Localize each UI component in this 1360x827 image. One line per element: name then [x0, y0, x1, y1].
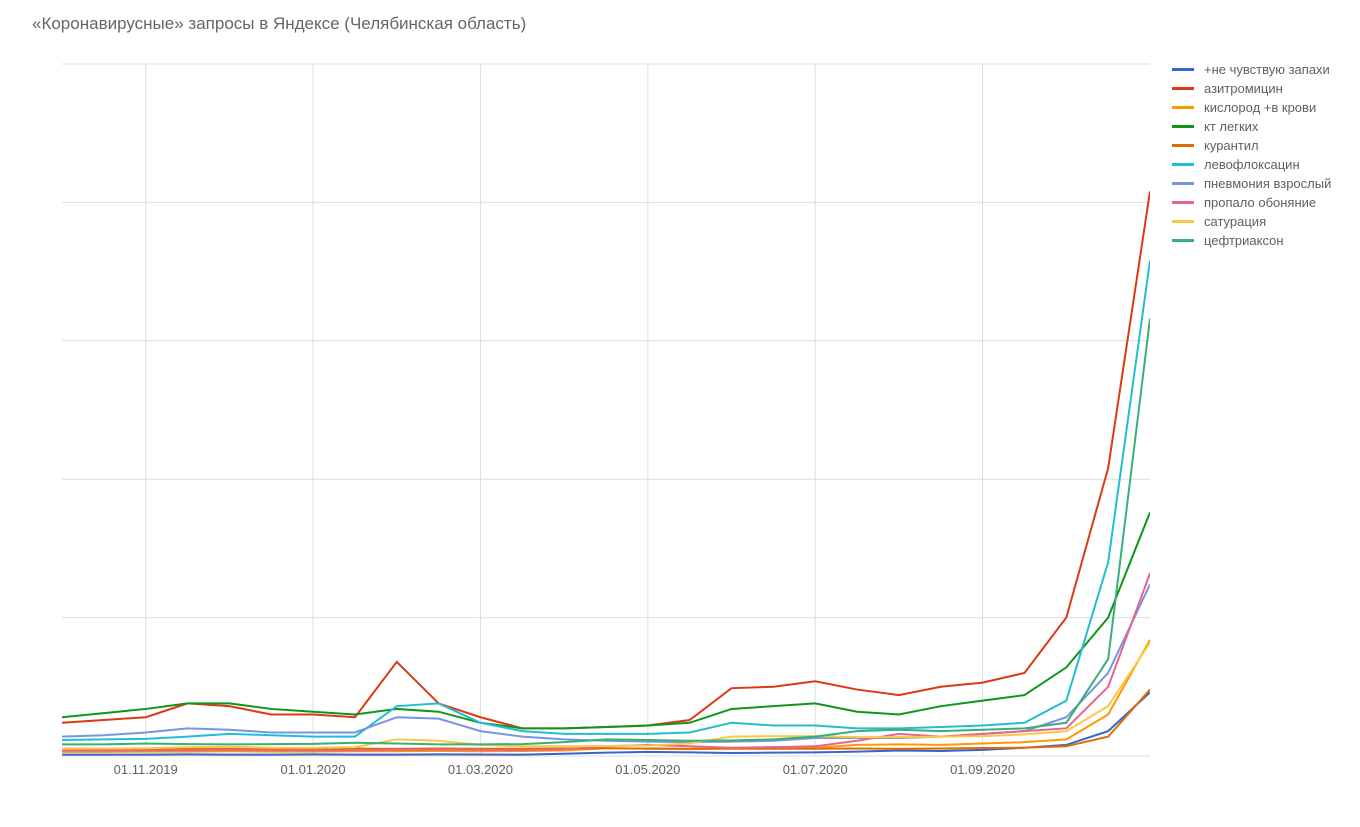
legend-label: пневмония взрослый [1204, 176, 1331, 191]
legend-swatch [1172, 163, 1194, 166]
legend-swatch [1172, 125, 1194, 128]
legend-swatch [1172, 144, 1194, 147]
x-tick-label: 01.07.2020 [783, 762, 848, 777]
legend-item[interactable]: кт легких [1172, 117, 1352, 136]
legend-swatch [1172, 106, 1194, 109]
x-tick-label: 01.01.2020 [281, 762, 346, 777]
legend-item[interactable]: кислород +в крови [1172, 98, 1352, 117]
legend-label: +не чувствую запахи [1204, 62, 1330, 77]
legend-swatch [1172, 239, 1194, 242]
chart-title: «Коронавирусные» запросы в Яндексе (Челя… [32, 14, 526, 34]
legend-swatch [1172, 87, 1194, 90]
legend-label: сатурация [1204, 214, 1266, 229]
chart-legend: +не чувствую запахи азитромицин кислород +… [1172, 60, 1352, 250]
series-line [62, 584, 1150, 742]
legend-item[interactable]: курантил [1172, 136, 1352, 155]
legend-item[interactable]: левофлоксацин [1172, 155, 1352, 174]
series-line [62, 261, 1150, 741]
legend-label: цефтриаксон [1204, 233, 1284, 248]
legend-label: курантил [1204, 138, 1259, 153]
x-tick-label: 01.03.2020 [448, 762, 513, 777]
chart-svg: 05 00010 00015 00020 00025 00001.11.2019… [62, 60, 1150, 778]
legend-label: кт легких [1204, 119, 1258, 134]
legend-swatch [1172, 220, 1194, 223]
legend-item[interactable]: пропало обоняние [1172, 193, 1352, 212]
legend-swatch [1172, 182, 1194, 185]
legend-item[interactable]: сатурация [1172, 212, 1352, 231]
legend-swatch [1172, 68, 1194, 71]
legend-item[interactable]: цефтриаксон [1172, 231, 1352, 250]
legend-label: пропало обоняние [1204, 195, 1316, 210]
legend-item[interactable]: азитромицин [1172, 79, 1352, 98]
x-tick-label: 01.11.2019 [114, 762, 178, 777]
legend-item[interactable]: пневмония взрослый [1172, 174, 1352, 193]
legend-label: кислород +в крови [1204, 100, 1316, 115]
legend-label: левофлоксацин [1204, 157, 1300, 172]
x-tick-label: 01.09.2020 [950, 762, 1015, 777]
series-line [62, 191, 1150, 728]
chart-plot-area: 05 00010 00015 00020 00025 00001.11.2019… [62, 60, 1150, 778]
legend-swatch [1172, 201, 1194, 204]
legend-item[interactable]: +не чувствую запахи [1172, 60, 1352, 79]
series-line [62, 512, 1150, 728]
x-tick-label: 01.05.2020 [615, 762, 680, 777]
series-line [62, 573, 1150, 750]
legend-label: азитромицин [1204, 81, 1283, 96]
